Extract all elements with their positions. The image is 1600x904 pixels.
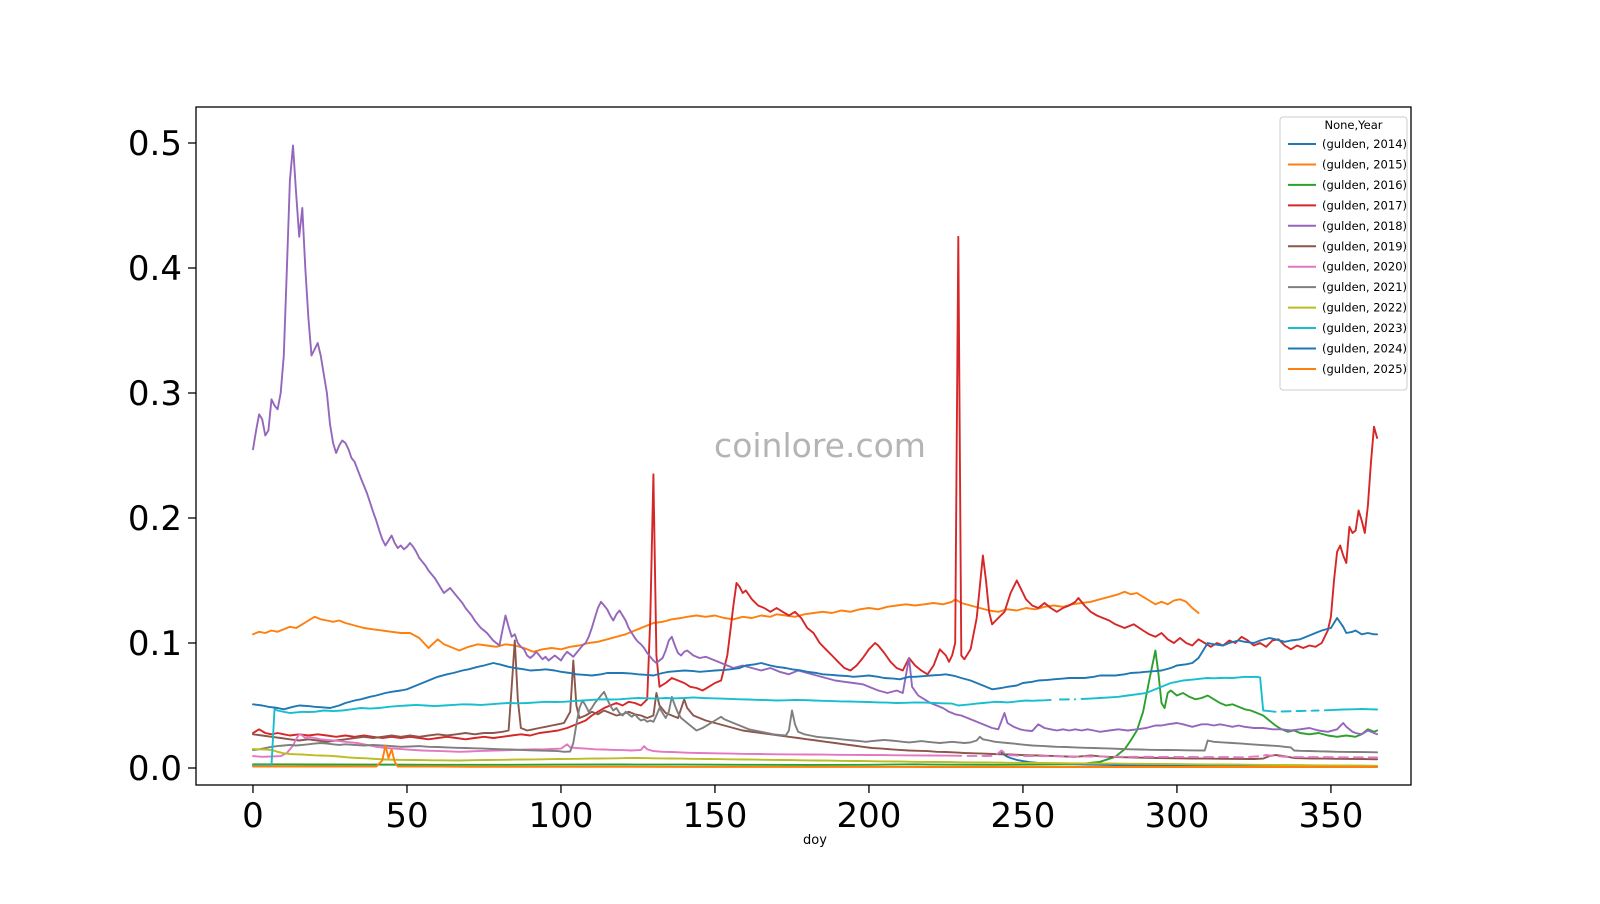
legend-label-gulden-2015: (gulden, 2015) — [1322, 157, 1407, 171]
x-tick-label: 350 — [1298, 796, 1363, 836]
legend-label-gulden-2021: (gulden, 2021) — [1322, 280, 1407, 294]
x-tick-label: 300 — [1144, 796, 1209, 836]
x-tick-label: 200 — [836, 796, 901, 836]
legend-label-gulden-2018: (gulden, 2018) — [1322, 219, 1407, 233]
watermark: coinlore.com — [714, 426, 926, 465]
legend-label-gulden-2024: (gulden, 2024) — [1322, 342, 1407, 356]
legend-label-gulden-2019: (gulden, 2019) — [1322, 239, 1407, 253]
y-tick-label: 0.4 — [128, 249, 182, 289]
legend-label-gulden-2016: (gulden, 2016) — [1322, 178, 1407, 192]
x-tick-label: 100 — [529, 796, 594, 836]
legend-title: None,Year — [1324, 118, 1382, 132]
x-axis-label: doy — [803, 833, 827, 848]
legend-label-gulden-2022: (gulden, 2022) — [1322, 301, 1407, 315]
legend-label-gulden-2023: (gulden, 2023) — [1322, 321, 1407, 335]
x-tick-label: 150 — [683, 796, 748, 836]
series-line-gulden-2023 — [1325, 709, 1377, 710]
y-tick-label: 0.0 — [128, 749, 182, 789]
legend-label-gulden-2025: (gulden, 2025) — [1322, 362, 1407, 376]
legend: None,Year (gulden, 2014) (gulden, 2015) (gu… — [1280, 117, 1407, 390]
legend-label-gulden-2017: (gulden, 2017) — [1322, 198, 1407, 212]
x-tick-label: 250 — [990, 796, 1055, 836]
series-line-gulden-2023 — [1282, 711, 1319, 712]
y-tick-label: 0.3 — [128, 374, 182, 414]
y-tick-label: 0.5 — [128, 124, 182, 164]
y-tick-label: 0.2 — [128, 499, 182, 539]
legend-label-gulden-2020: (gulden, 2020) — [1322, 260, 1407, 274]
legend-label-gulden-2014: (gulden, 2014) — [1322, 137, 1407, 151]
x-tick-label: 0 — [242, 796, 264, 836]
y-tick-label: 0.1 — [128, 624, 182, 664]
x-tick-label: 50 — [385, 796, 428, 836]
